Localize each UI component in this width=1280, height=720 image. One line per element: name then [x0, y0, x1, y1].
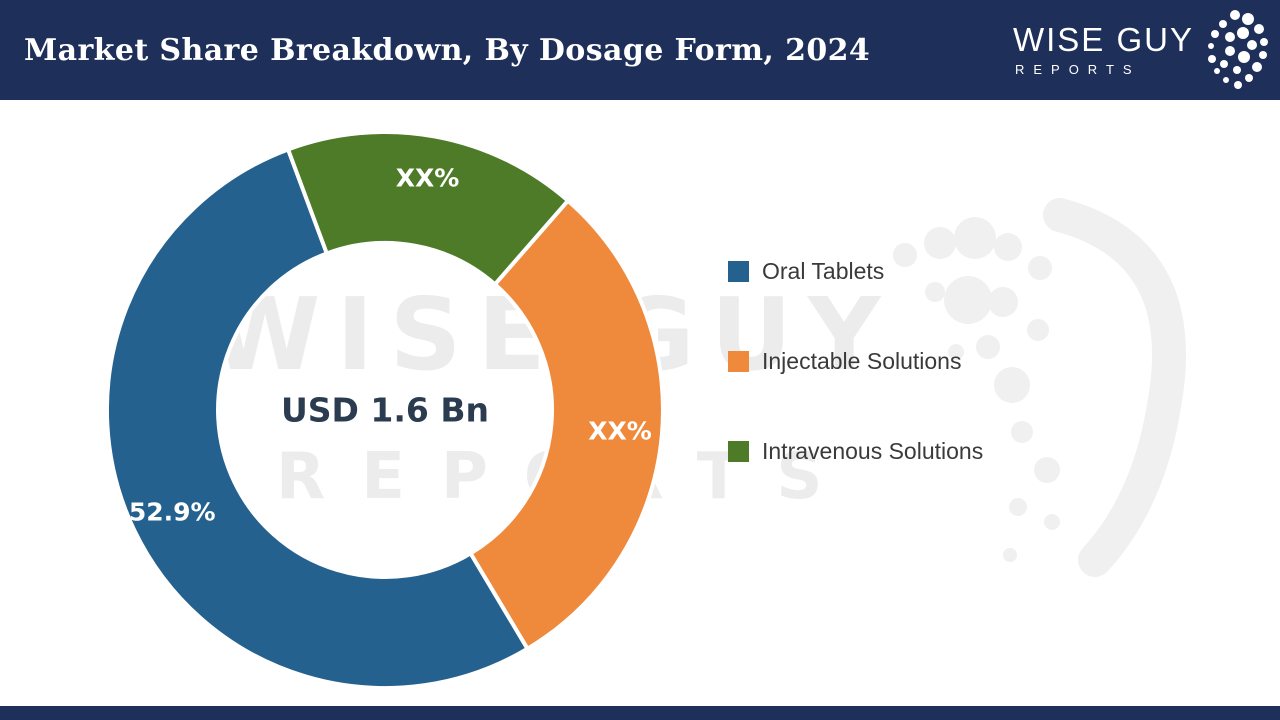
logo-head-icon	[1208, 10, 1268, 89]
logo-wordmark-sub: REPORTS	[1014, 62, 1141, 77]
header-bar: Market Share Breakdown, By Dosage Form, …	[0, 0, 1280, 100]
logo-wordmark: WISE GUY REPORTS	[1013, 23, 1194, 77]
legend-swatch	[728, 350, 749, 372]
segment-value-label-intravenous-solutions: XX%	[396, 163, 460, 192]
legend-item-injectable-solutions: Injectable Solutions	[728, 347, 983, 375]
segment-value-label-oral-tablets: 52.9%	[129, 498, 216, 527]
donut-segment-intravenous-solutions	[286, 130, 570, 287]
legend-label: Intravenous Solutions	[762, 437, 984, 464]
donut-segments	[105, 130, 665, 691]
legend-label: Oral Tablets	[762, 257, 885, 284]
donut-segment-oral-tablets	[105, 147, 530, 691]
legend-label: Injectable Solutions	[762, 347, 962, 374]
donut-chart: 52.9% XX% XX% USD 1.6 Bn	[105, 130, 665, 691]
watermark-head-graphic	[893, 198, 1186, 577]
legend-swatch	[728, 440, 749, 462]
legend-item-intravenous-solutions: Intravenous Solutions	[728, 437, 983, 465]
legend-swatch	[728, 260, 749, 282]
segment-value-label-injectable-solutions: XX%	[588, 417, 652, 446]
center-value-label: USD 1.6 Bn	[281, 391, 489, 430]
footer-bar	[0, 706, 1280, 720]
chart-area: WISE GUY REPORTS 52.9%XX%XX% USD 1.6 Bn …	[0, 100, 1280, 706]
logo-wordmark-main: WISE GUY	[1012, 21, 1194, 58]
page-title: Market Share Breakdown, By Dosage Form, …	[24, 32, 871, 68]
brand-logo: WISE GUY REPORTS	[1013, 7, 1270, 93]
legend-item-oral-tablets: Oral Tablets	[728, 257, 983, 285]
donut-segment-injectable-solutions	[468, 198, 665, 651]
chart-legend: Oral Tablets Injectable Solutions Intraven…	[728, 257, 983, 465]
donut-labels: 52.9% XX% XX%	[129, 163, 652, 526]
